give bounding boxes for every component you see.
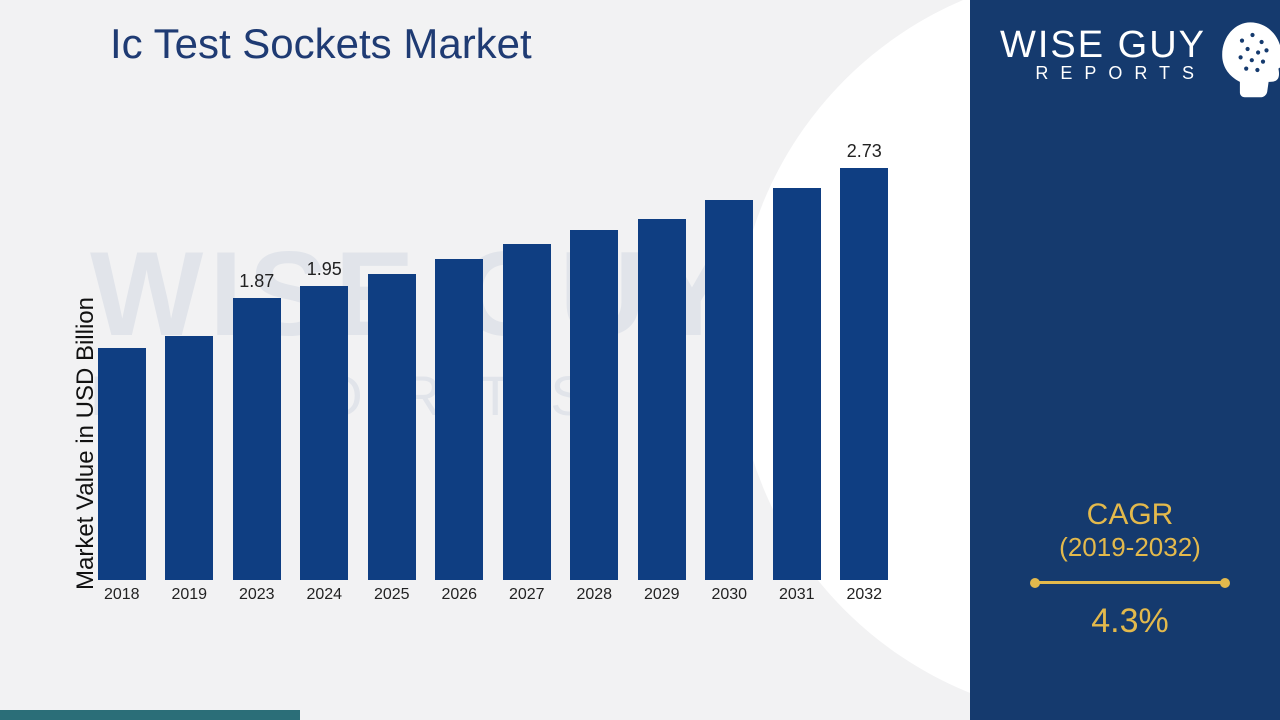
x-tick-label: 2027 — [493, 586, 561, 604]
bar — [570, 230, 618, 580]
x-tick-label: 2024 — [291, 586, 359, 604]
bar: 1.95 — [300, 286, 348, 580]
bar — [705, 200, 753, 580]
x-tick-label: 2023 — [223, 586, 291, 604]
chart-title: Ic Test Sockets Market — [110, 20, 532, 68]
x-tick-label: 2028 — [561, 586, 629, 604]
bar — [503, 244, 551, 580]
bars-area: 201820191.8720231.9520242025202620272028… — [88, 150, 898, 580]
cagr-title: CAGR — [1020, 498, 1240, 532]
chart-stage: WISE GUY REPORTS WISE GUY REPORTS Ic Tes… — [0, 0, 1280, 720]
brain-head-icon — [1214, 18, 1280, 108]
bar — [98, 348, 146, 580]
bar-value-label: 2.73 — [840, 141, 888, 168]
cagr-period: (2019-2032) — [1020, 532, 1240, 563]
x-tick-label: 2030 — [696, 586, 764, 604]
brand-logo-main: WISE GUY — [1000, 24, 1206, 67]
brand-logo: WISE GUY REPORTS — [1000, 24, 1206, 84]
bar: 1.87 — [233, 298, 281, 580]
bar — [165, 336, 213, 580]
x-tick-label: 2026 — [426, 586, 494, 604]
x-tick-label: 2025 — [358, 586, 426, 604]
cagr-value: 4.3% — [1020, 602, 1240, 641]
bottom-accent-bar — [0, 710, 300, 720]
x-tick-label: 2019 — [156, 586, 224, 604]
bar-value-label: 1.87 — [233, 271, 281, 298]
bar-value-label: 1.95 — [300, 259, 348, 286]
x-tick-label: 2032 — [831, 586, 899, 604]
bar — [773, 188, 821, 580]
x-tick-label: 2018 — [88, 586, 156, 604]
x-tick-label: 2029 — [628, 586, 696, 604]
bar — [368, 274, 416, 580]
cagr-divider — [1035, 581, 1225, 584]
x-tick-label: 2031 — [763, 586, 831, 604]
cagr-block: CAGR (2019-2032) 4.3% — [1020, 498, 1240, 641]
bar — [435, 259, 483, 580]
bar: 2.73 — [840, 168, 888, 580]
bar — [638, 219, 686, 580]
